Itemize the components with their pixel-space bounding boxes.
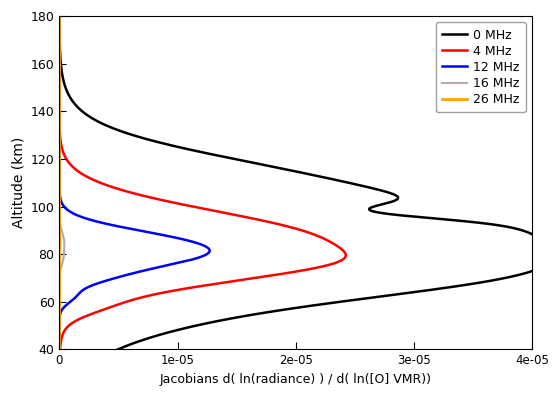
4 MHz (57, 347, 63, 352)
Line: 12 MHz: 12 MHz (59, 16, 209, 349)
26 MHz (56, 347, 63, 352)
12 MHz (56, 23, 63, 28)
16 MHz (56, 23, 63, 28)
Line: 4 MHz: 4 MHz (59, 16, 346, 349)
26 MHz (56, 185, 63, 190)
0 MHz (56, 14, 63, 19)
16 MHz (56, 330, 63, 335)
12 MHz (56, 85, 63, 89)
12 MHz (57, 194, 63, 198)
4 MHz (56, 14, 63, 19)
4 MHz (110, 185, 116, 190)
26 MHz (56, 14, 63, 19)
26 MHz (56, 194, 63, 198)
X-axis label: Jacobians d( ln(radiance) ) / d( ln([O] VMR)): Jacobians d( ln(radiance) ) / d( ln([O] … (160, 373, 432, 386)
12 MHz (56, 347, 63, 352)
0 MHz (56, 23, 63, 28)
0 MHz (114, 347, 121, 352)
4 MHz (56, 85, 63, 89)
4 MHz (60, 330, 67, 335)
16 MHz (56, 23, 63, 28)
4 MHz (142, 194, 148, 198)
0 MHz (165, 330, 171, 335)
0 MHz (56, 23, 63, 28)
12 MHz (56, 14, 63, 19)
4 MHz (56, 23, 63, 28)
16 MHz (56, 85, 63, 89)
Line: 16 MHz: 16 MHz (59, 16, 64, 349)
16 MHz (56, 194, 63, 198)
Line: 0 MHz: 0 MHz (59, 16, 553, 349)
16 MHz (56, 14, 63, 19)
16 MHz (56, 347, 63, 352)
0 MHz (62, 85, 69, 89)
12 MHz (56, 23, 63, 28)
Legend: 0 MHz, 4 MHz, 12 MHz, 16 MHz, 26 MHz: 0 MHz, 4 MHz, 12 MHz, 16 MHz, 26 MHz (436, 22, 526, 112)
0 MHz (394, 194, 400, 198)
Y-axis label: Altitude (km): Altitude (km) (11, 137, 25, 228)
12 MHz (56, 185, 63, 190)
26 MHz (56, 23, 63, 28)
12 MHz (56, 330, 63, 335)
26 MHz (56, 330, 63, 335)
16 MHz (56, 185, 63, 190)
26 MHz (56, 85, 63, 89)
Line: 26 MHz: 26 MHz (59, 16, 60, 349)
26 MHz (56, 23, 63, 28)
0 MHz (366, 185, 372, 190)
4 MHz (56, 23, 63, 28)
